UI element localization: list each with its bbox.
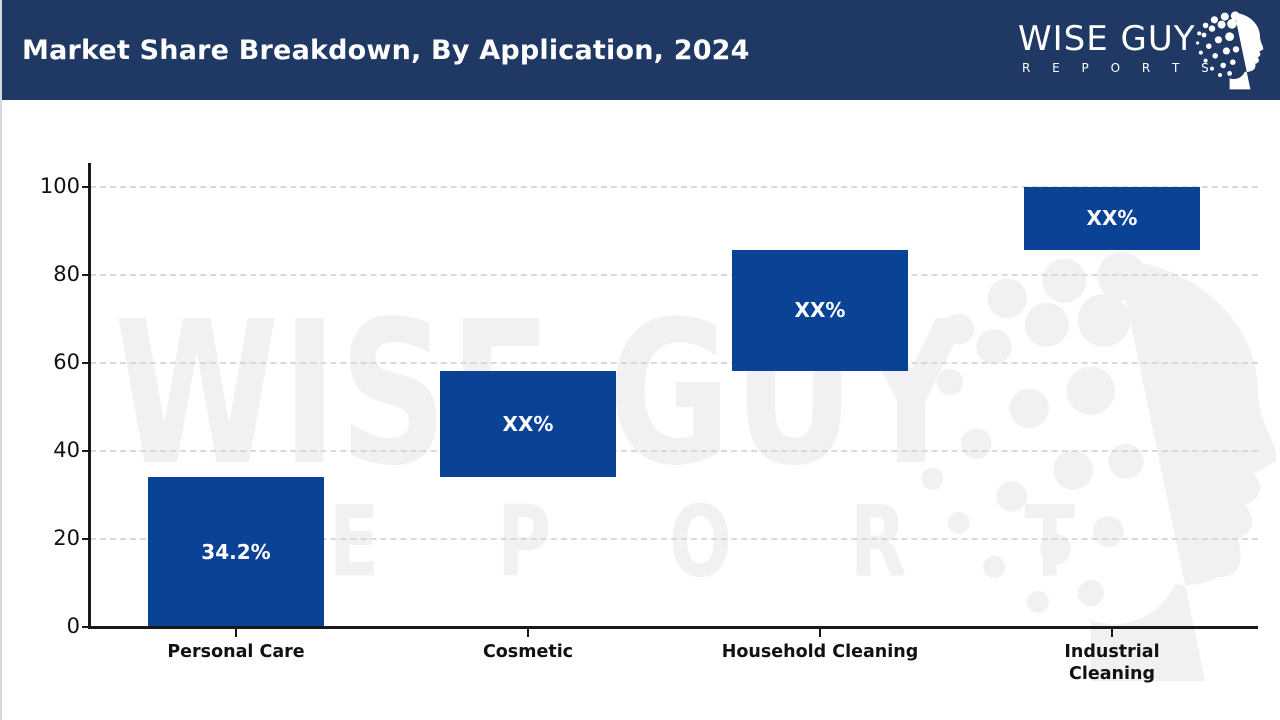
y-tick-label: 0 — [66, 614, 80, 638]
watermark-wordmark: WISE GUY — [114, 280, 968, 510]
wise-guy-logo: WISE GUY R E P O R T S — [1018, 7, 1268, 93]
y-axis-line — [88, 163, 91, 629]
bar-value-label: 34.2% — [201, 539, 271, 564]
bar-segment: XX% — [440, 370, 616, 477]
bar-segment: 34.2% — [148, 476, 324, 627]
logo-wordmark: WISE GUY — [1018, 19, 1196, 59]
x-tick-mark — [1111, 629, 1113, 637]
y-gridline — [90, 362, 1258, 364]
y-tick-mark — [82, 362, 90, 364]
y-gridline — [90, 450, 1258, 452]
y-tick-label: 60 — [53, 350, 80, 374]
x-category-label: Household Cleaning — [721, 642, 919, 662]
logo-subtitle: R E P O R T S — [1022, 61, 1218, 75]
page-title: Market Share Breakdown, By Application, … — [22, 34, 750, 66]
x-category-label: Cosmetic — [482, 642, 574, 662]
chart-canvas: WISE GUY R E P O R T S 0 20 40 60 80 100 34.2%… — [2, 100, 1280, 720]
bar-segment: XX% — [732, 249, 908, 371]
header-bar: Market Share Breakdown, By Application, … — [2, 0, 1280, 100]
y-gridline — [90, 538, 1258, 540]
bar-value-label: XX% — [1086, 206, 1138, 231]
y-tick-mark — [82, 450, 90, 452]
y-tick-label: 20 — [53, 526, 80, 550]
y-tick-label: 80 — [53, 262, 80, 286]
x-tick-mark — [819, 629, 821, 637]
dotted-head-icon — [1196, 11, 1264, 90]
x-category-label: Personal Care — [167, 642, 305, 662]
x-tick-mark — [527, 629, 529, 637]
y-tick-mark — [82, 274, 90, 276]
bar-segment: XX% — [1024, 187, 1200, 250]
y-tick-label: 40 — [53, 438, 80, 462]
x-category-label: Industrial Cleaning — [1064, 642, 1160, 684]
bar-value-label: XX% — [502, 411, 554, 436]
y-tick-mark — [82, 538, 90, 540]
y-tick-mark — [82, 186, 90, 188]
y-tick-mark — [82, 626, 90, 628]
x-axis-line — [88, 626, 1258, 629]
bar-value-label: XX% — [794, 298, 846, 323]
x-tick-mark — [235, 629, 237, 637]
y-tick-label: 100 — [39, 174, 80, 198]
logo-text: WISE GUY R E P O R T S — [1018, 19, 1218, 75]
y-gridline — [90, 274, 1258, 276]
y-gridline — [90, 186, 1258, 188]
